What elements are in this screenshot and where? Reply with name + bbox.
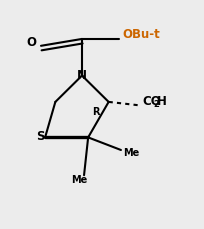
Text: N: N [77,69,86,82]
Text: Me: Me [122,148,139,158]
Text: 2: 2 [153,100,159,109]
Text: O: O [27,36,37,49]
Text: R: R [92,107,99,117]
Text: S: S [36,131,44,143]
Text: Me: Me [70,175,87,185]
Text: CO: CO [142,95,160,108]
Text: H: H [156,95,166,108]
Text: OBu-t: OBu-t [121,28,159,41]
